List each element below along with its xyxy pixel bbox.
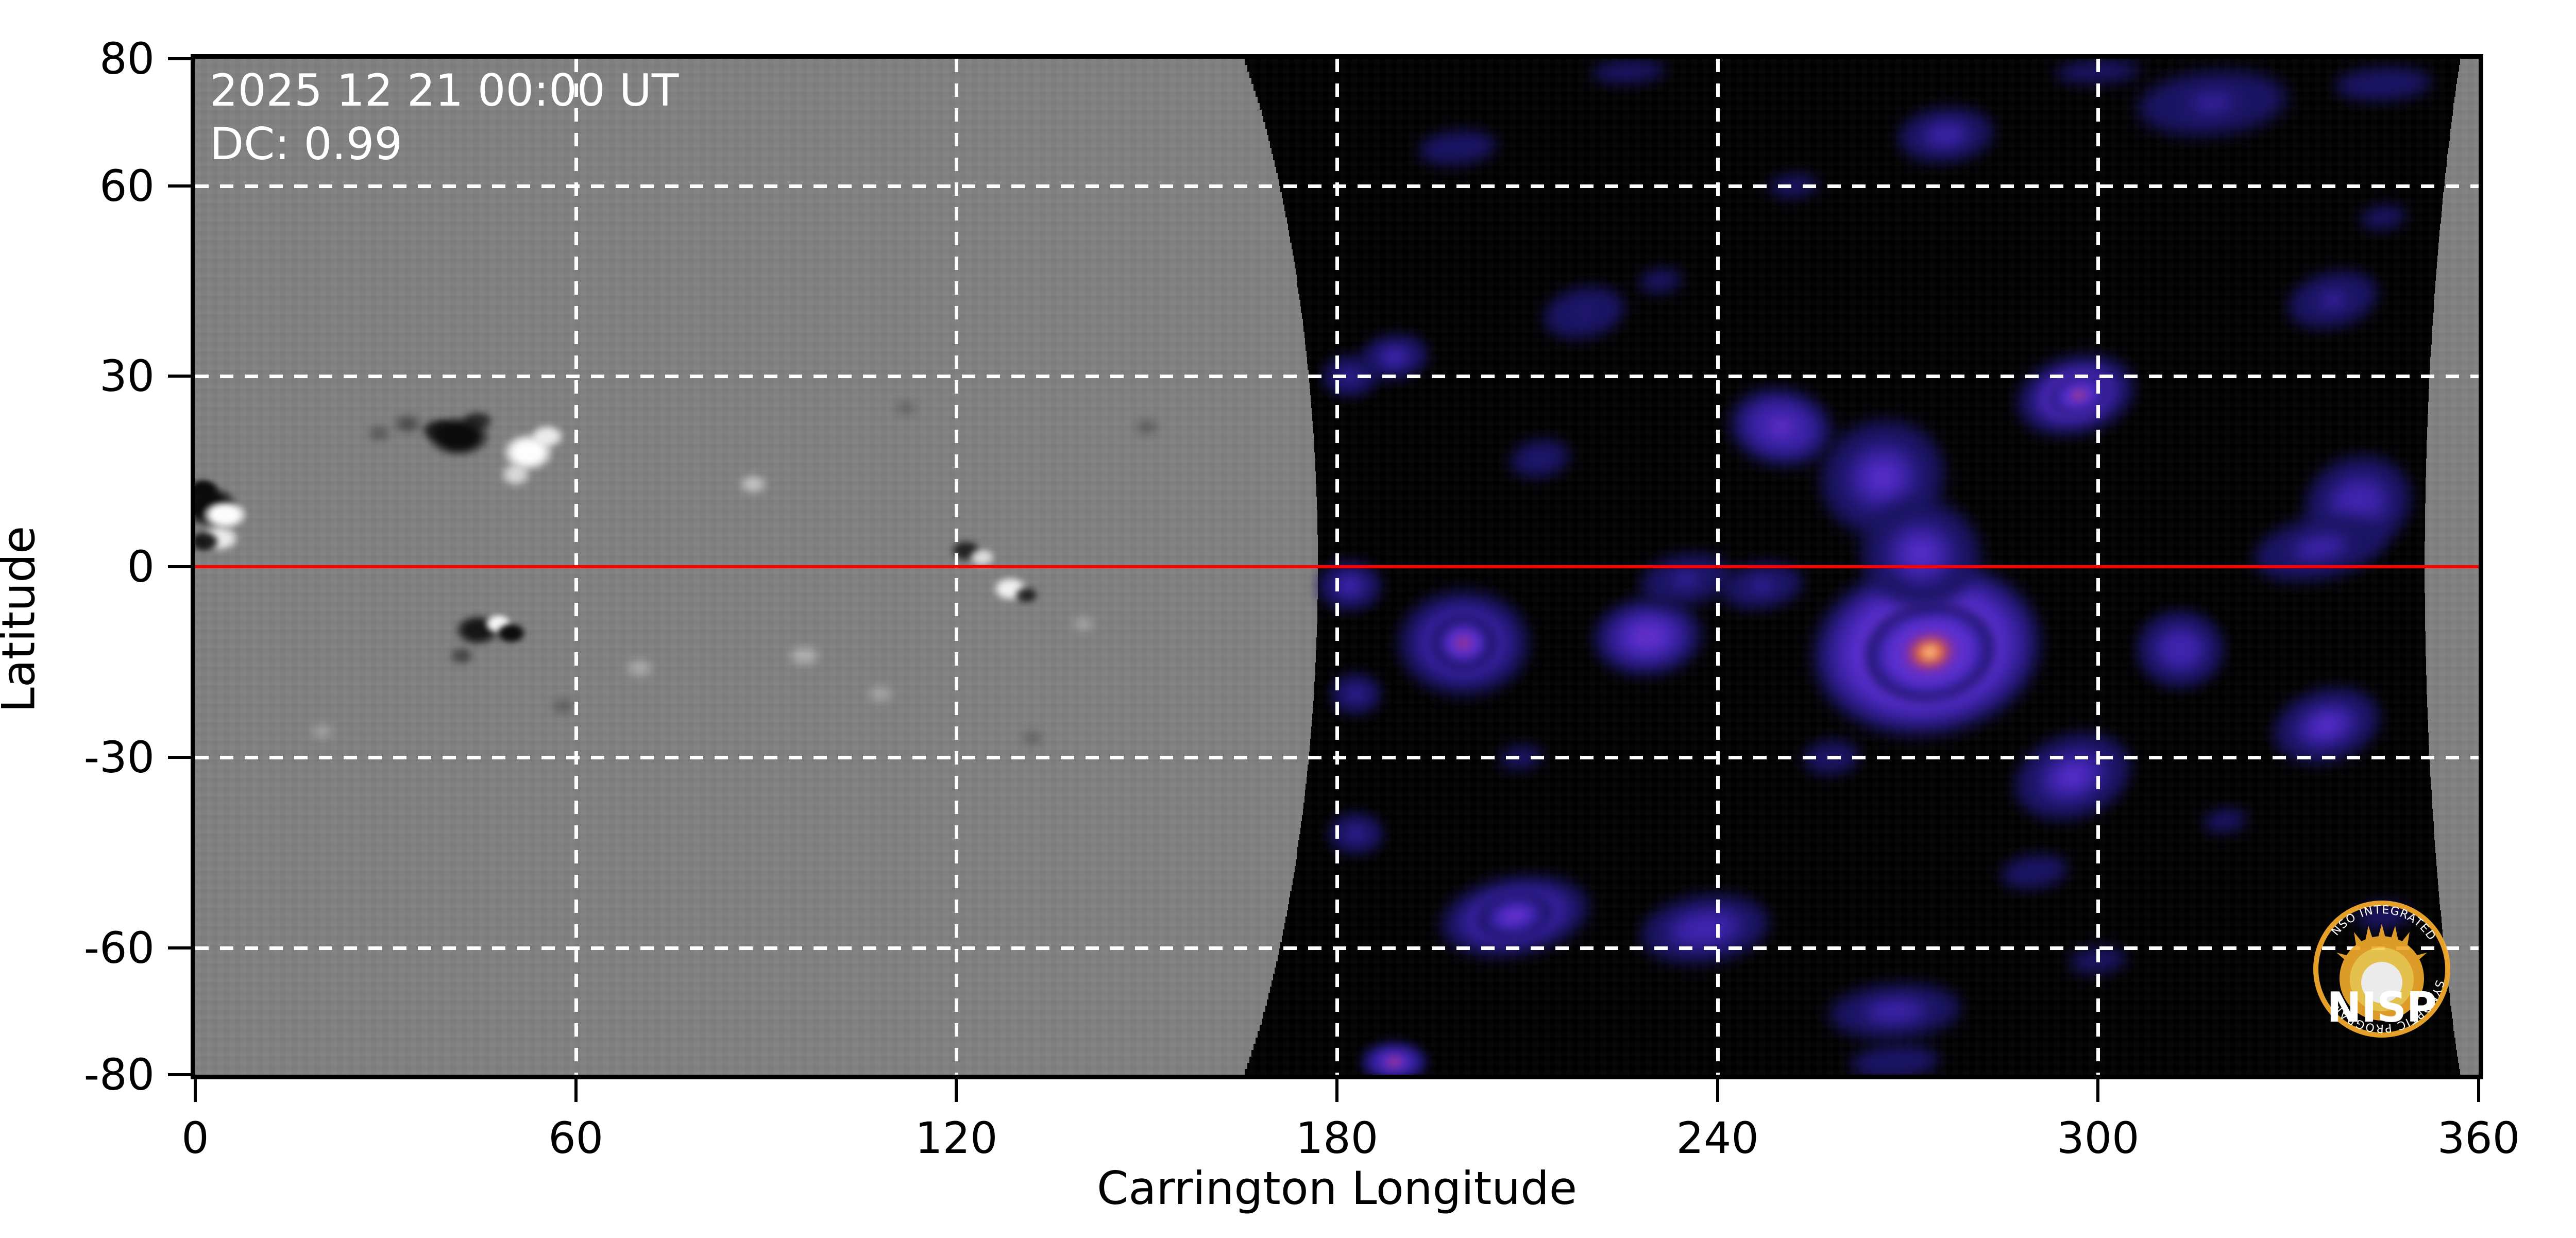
x-axis-tick-label: 0	[181, 1113, 209, 1163]
x-axis-tick	[2096, 1079, 2100, 1102]
x-axis-tick	[1335, 1079, 1338, 1102]
y-axis-tick	[168, 57, 191, 60]
farside-feature	[2137, 610, 2225, 688]
y-axis-tick-label: -60	[83, 922, 155, 973]
x-axis-tick	[2477, 1079, 2480, 1102]
y-axis-tick-label: 0	[127, 541, 155, 592]
magnetogram-flux-spot	[496, 623, 527, 644]
farside-feature	[1325, 810, 1387, 857]
magnetogram-flux-spot	[969, 548, 995, 566]
x-axis-tick-label: 180	[1295, 1113, 1379, 1163]
y-axis-tick	[168, 946, 191, 949]
x-axis-tick-label: 300	[2057, 1113, 2140, 1163]
magnetogram-flux-spot	[421, 419, 457, 442]
y-axis-tick-label: 60	[99, 160, 155, 211]
x-axis-tick	[194, 1079, 197, 1102]
x-axis-tick-label: 60	[548, 1113, 604, 1163]
y-axis-tick-label: 30	[99, 351, 155, 402]
y-axis-tick-label: -80	[83, 1049, 155, 1100]
x-axis-tick	[574, 1079, 578, 1102]
x-axis-tick	[955, 1079, 958, 1102]
magnetogram-flux-spot	[867, 685, 893, 702]
x-axis-tick-label: 240	[1676, 1113, 1759, 1163]
farside-feature	[1430, 614, 1498, 671]
svg-text:NISP: NISP	[2327, 983, 2437, 1031]
y-axis-tick-label: -30	[83, 732, 155, 783]
equator-line	[195, 565, 2479, 568]
x-axis-tick-label: 360	[2437, 1113, 2520, 1163]
y-axis-tick	[168, 184, 191, 188]
y-axis-tick	[168, 565, 191, 568]
main-plot-area: 2025 12 21 00:00 UT DC: 0.99 NSO INTEGRA…	[191, 54, 2483, 1079]
y-axis-tick	[168, 755, 191, 759]
y-axis-tick-label: 80	[99, 33, 155, 84]
magnetogram-flux-spot	[1021, 731, 1044, 745]
magnetogram-flux-spot	[311, 724, 334, 739]
magnetogram-flux-spot	[625, 659, 653, 677]
x-axis-tick	[1716, 1079, 1719, 1102]
magnetogram-flux-spot	[531, 425, 564, 448]
magnetogram-flux-spot	[740, 475, 767, 493]
plot-canvas: 2025 12 21 00:00 UT DC: 0.99 NSO INTEGRA…	[195, 59, 2479, 1075]
magnetogram-flux-spot	[1072, 616, 1095, 631]
magnetogram-flux-spot	[788, 646, 820, 665]
y-axis-label: Latitude	[0, 525, 45, 713]
magnetogram-flux-spot	[1014, 587, 1038, 604]
nisp-logo: NSO INTEGRATED SYNOPTIC PROGRAM NISP	[2304, 892, 2459, 1046]
magnetogram-flux-spot	[450, 647, 474, 664]
x-axis-tick-label: 120	[915, 1113, 998, 1163]
magnetogram-flux-spot	[551, 699, 575, 715]
magnetogram-flux-spot	[202, 500, 247, 529]
x-axis-label: Carrington Longitude	[1096, 1162, 1578, 1215]
magnetogram-flux-spot	[462, 411, 493, 431]
magnetogram-flux-spot	[368, 426, 391, 442]
y-axis-tick	[168, 375, 191, 378]
duty-cycle-annotation: DC: 0.99	[210, 118, 403, 170]
farside-feature	[1360, 1041, 1428, 1075]
magnetogram-flux-spot	[894, 400, 917, 415]
y-axis-tick	[168, 1073, 191, 1076]
timestamp-annotation: 2025 12 21 00:00 UT	[210, 65, 679, 116]
magnetogram-flux-spot	[394, 415, 421, 433]
magnetogram-flux-spot	[1134, 419, 1159, 435]
magnetogram-flux-spot	[195, 531, 220, 552]
magnetogram-flux-spot	[501, 463, 530, 486]
